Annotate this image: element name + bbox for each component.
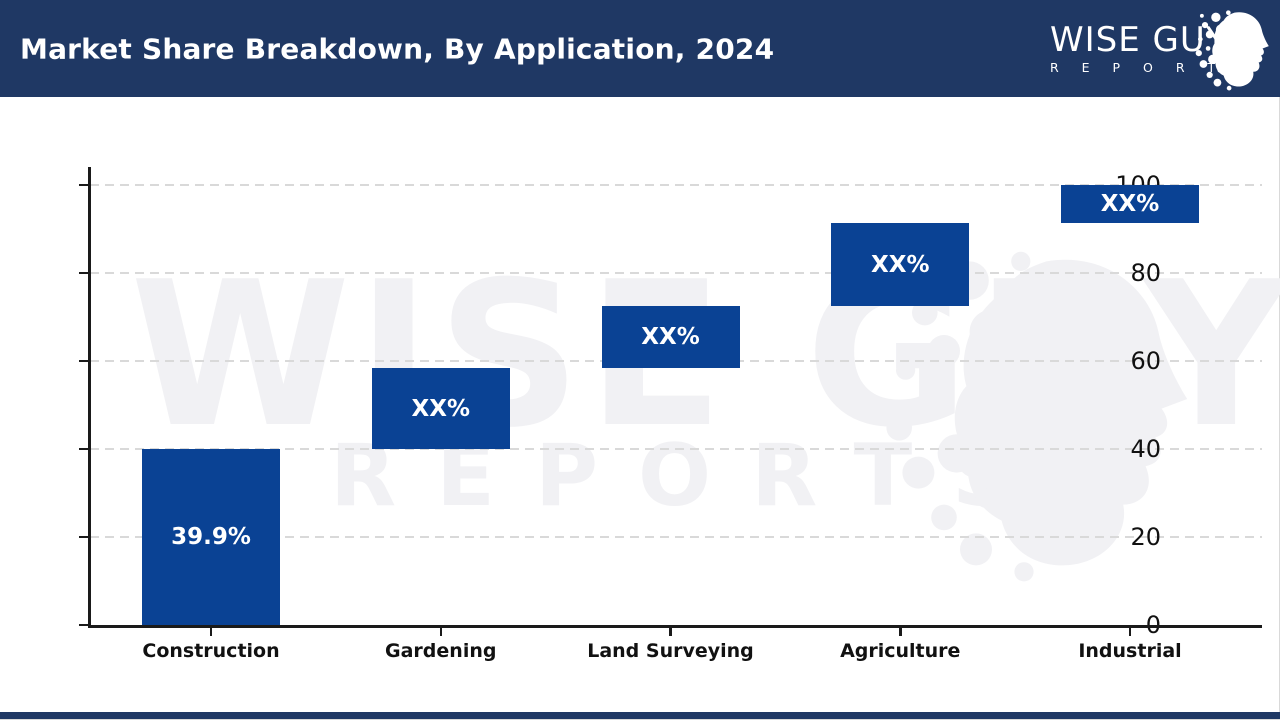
gridline-y20: [90, 536, 1262, 538]
x-axis-line: [88, 625, 1262, 628]
plot-area: 02040608010039.9%ConstructionXX%Gardenin…: [79, 167, 1262, 662]
page-title: Market Share Breakdown, By Application, …: [20, 32, 775, 65]
gridline-y40: [90, 448, 1262, 450]
y-tick-mark: [79, 271, 88, 275]
y-axis-line: [88, 167, 91, 627]
brand-logo: WISE GUY R E P O R T S: [1016, 6, 1269, 92]
gridline-y100: [90, 184, 1262, 186]
y-tick-mark: [79, 535, 88, 539]
x-tick-mark: [209, 627, 213, 636]
bar-land-surveying: XX%: [601, 306, 740, 368]
bar-value-label: XX%: [870, 251, 930, 278]
x-category-label: Agriculture: [840, 640, 961, 662]
x-category-label: Industrial: [1078, 640, 1182, 662]
x-tick-mark: [669, 627, 672, 636]
y-tick-mark: [79, 183, 88, 187]
dotted-head-icon: [1195, 10, 1269, 91]
bar-industrial: XX%: [1061, 185, 1199, 223]
y-tick-label: 40: [1130, 435, 1161, 463]
x-tick-mark: [439, 627, 442, 636]
y-tick-mark: [79, 359, 88, 363]
x-tick-mark: [1128, 627, 1132, 636]
y-tick-label: 80: [1130, 259, 1161, 287]
gridline-y80: [90, 272, 1262, 274]
dotted-head-watermark: [886, 251, 1188, 582]
bar-value-label: XX%: [641, 324, 700, 351]
y-tick-label: 60: [1130, 347, 1161, 375]
bar-value-label: XX%: [1100, 190, 1160, 217]
bar-construction: 39.9%: [142, 449, 280, 625]
x-category-label: Land Surveying: [587, 640, 754, 662]
brand-logo-text: WISE GUY R E P O R T S: [1050, 22, 1256, 75]
y-tick-mark: [79, 447, 88, 451]
brand-subname: R E P O R T S: [1050, 60, 1256, 75]
footer-band: [0, 712, 1280, 719]
bar-value-label: 39.9%: [171, 524, 251, 551]
x-category-label: Construction: [142, 640, 280, 662]
y-tick-mark: [79, 623, 88, 627]
bar-gardening: XX%: [371, 367, 510, 450]
y-tick-label: 20: [1130, 523, 1161, 551]
header-band: Market Share Breakdown, By Application, …: [0, 0, 1280, 97]
bar-agriculture: XX%: [831, 222, 970, 307]
bar-value-label: XX%: [411, 395, 470, 422]
x-category-label: Gardening: [385, 640, 497, 662]
x-tick-mark: [899, 627, 902, 636]
